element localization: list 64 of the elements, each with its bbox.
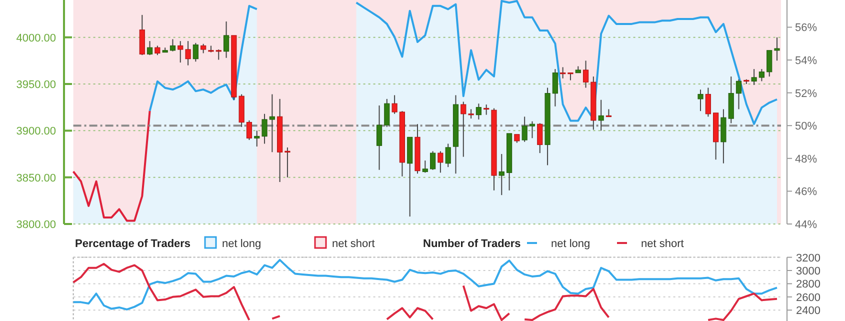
y2-tick-label: 48% xyxy=(795,153,818,166)
candlestick xyxy=(438,150,444,174)
candlestick xyxy=(192,42,198,62)
candlestick xyxy=(384,98,390,128)
candlestick xyxy=(484,104,490,116)
y-tick-label: 3950.00 xyxy=(16,79,56,91)
candlestick xyxy=(774,36,780,62)
candlestick xyxy=(170,38,176,52)
y-tick-label: 3850.00 xyxy=(16,172,56,184)
legend-label: net long xyxy=(551,238,590,250)
candlestick xyxy=(254,130,260,148)
candlestick xyxy=(766,50,772,78)
y2-tick-label: 44% xyxy=(795,219,818,231)
candlestick xyxy=(698,89,704,112)
candlestick xyxy=(552,68,558,107)
candlestick xyxy=(284,146,290,178)
candlestick xyxy=(460,101,466,158)
legend-title: Number of Traders xyxy=(423,238,521,250)
legend-label: net long xyxy=(222,238,262,250)
candlestick xyxy=(537,122,543,154)
candlestick xyxy=(736,78,742,110)
candlestick xyxy=(560,66,566,79)
legend-label: net short xyxy=(332,238,375,250)
legend-label: net short xyxy=(641,238,684,250)
y2-tick-label: 50% xyxy=(795,120,818,133)
candlestick xyxy=(751,68,757,86)
candlestick xyxy=(216,48,222,60)
candlestick xyxy=(445,143,451,168)
legend-title: Percentage of Traders xyxy=(75,238,191,250)
candlestick xyxy=(476,103,482,120)
candlestick xyxy=(468,108,474,120)
y-tick-label: 3900.00 xyxy=(16,126,56,138)
candlestick xyxy=(200,43,206,54)
candlestick xyxy=(146,40,153,56)
candlestick xyxy=(422,160,428,174)
y-tick-label: 3200 xyxy=(796,252,820,264)
candlestick xyxy=(178,40,184,64)
candlestick xyxy=(598,99,604,132)
candlestick xyxy=(376,104,382,170)
candlestick xyxy=(154,45,160,56)
candlestick xyxy=(522,116,528,142)
y2-tick-label: 52% xyxy=(795,88,818,100)
y2-tick-label: 46% xyxy=(795,186,818,198)
y-tick-label: 3000 xyxy=(796,266,820,278)
candlestick xyxy=(529,120,536,139)
y-tick-label: 4000.00 xyxy=(16,32,56,44)
candlestick xyxy=(246,120,252,140)
candlestick xyxy=(185,40,191,66)
candlestick xyxy=(223,20,230,58)
candlestick xyxy=(262,113,268,144)
candlestick xyxy=(392,94,398,114)
candlestick xyxy=(430,150,436,170)
y2-tick-label: 56% xyxy=(795,22,818,34)
candlestick xyxy=(582,60,589,88)
y-tick-label: 2800 xyxy=(796,278,820,291)
y-tick-label: 2400 xyxy=(796,305,820,318)
line-series xyxy=(72,258,778,310)
candlestick xyxy=(758,68,764,82)
y-tick-label: 3800.00 xyxy=(16,219,56,231)
candlestick xyxy=(705,87,711,118)
y2-tick-label: 54% xyxy=(795,55,818,68)
candlestick xyxy=(498,154,504,196)
y-tick-label: 2600 xyxy=(796,292,820,304)
candlestick xyxy=(269,94,275,153)
